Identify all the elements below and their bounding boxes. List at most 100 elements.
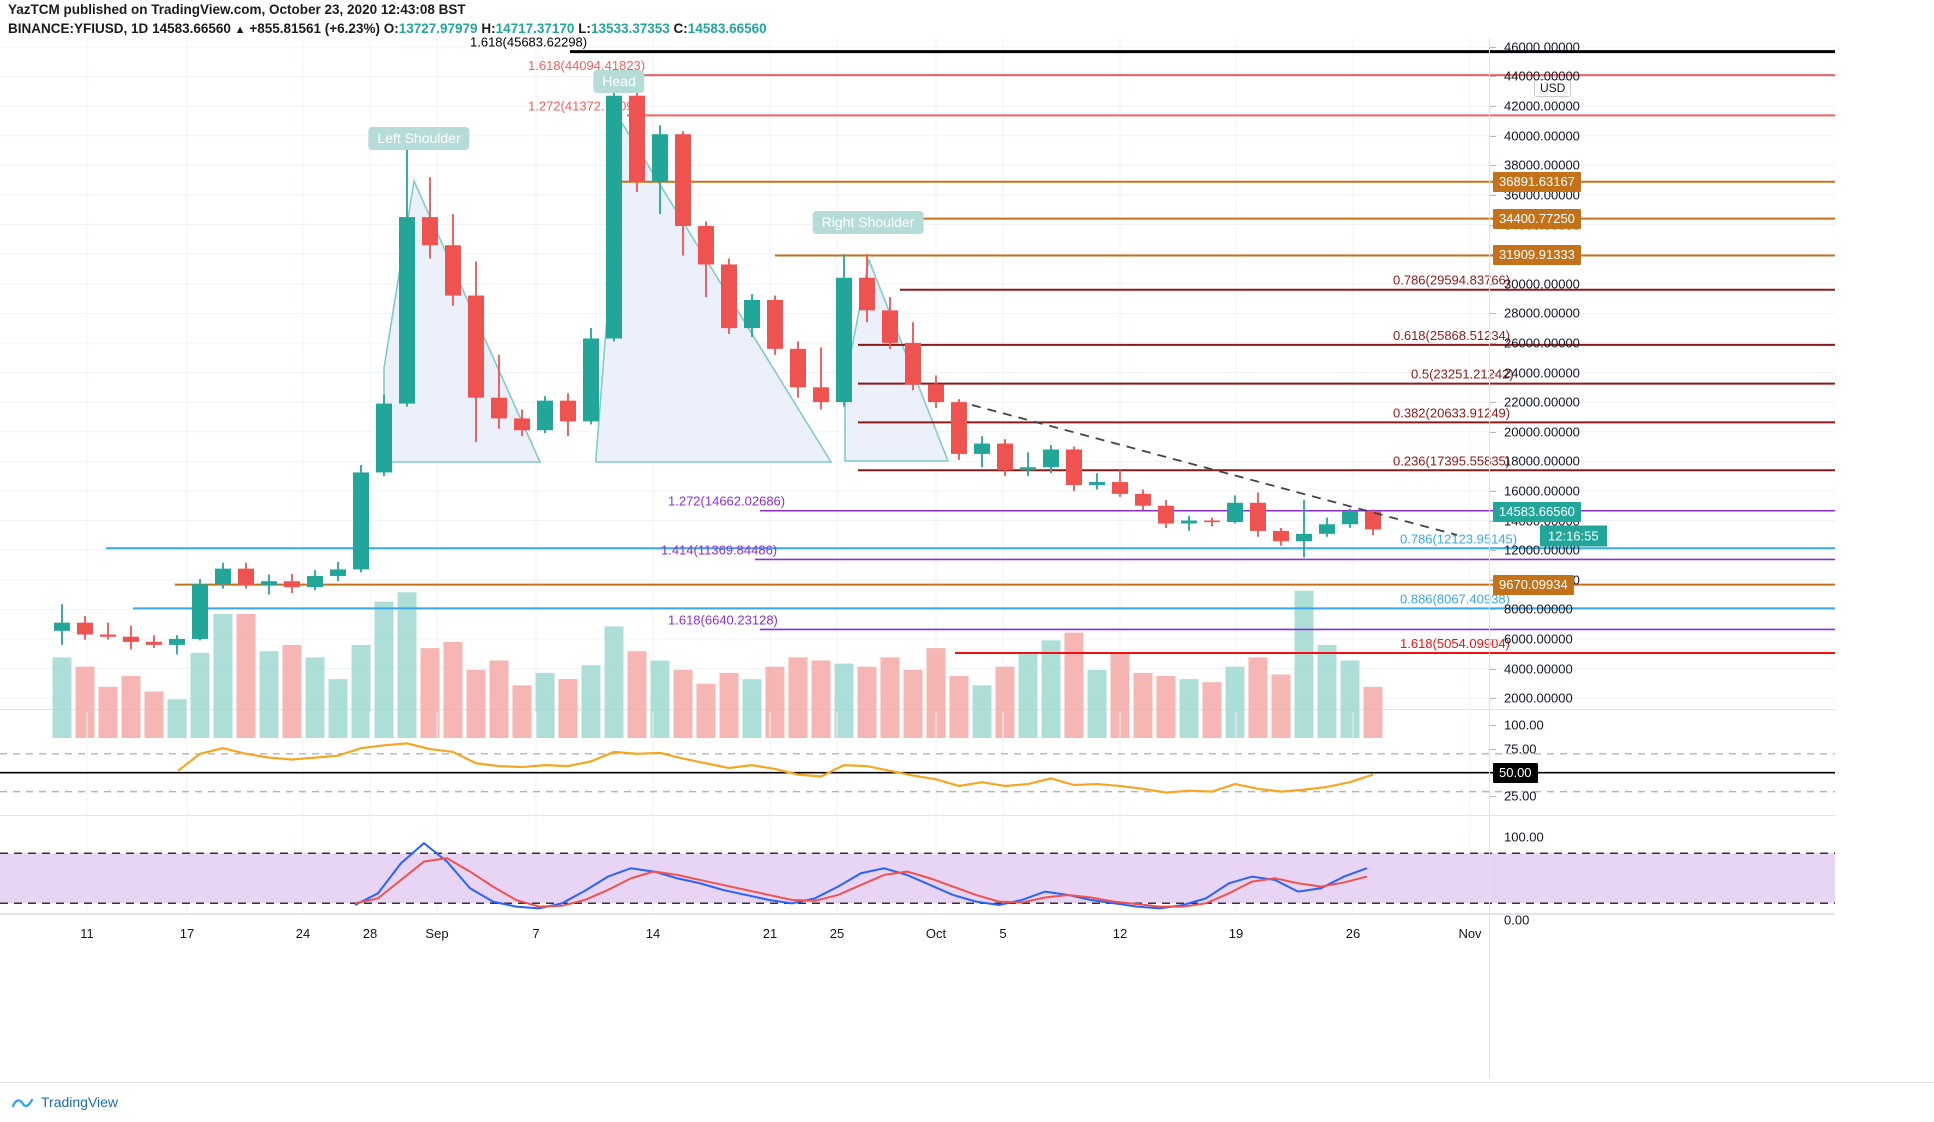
stochastic-tick-label: 0.00 [1504,912,1530,928]
volume-bar [696,683,716,738]
price-axis[interactable]: USD 46000.00000 44000.00000 42000.00000 400… [1489,38,1934,1078]
price-tick-label: 12000.00000 [1504,542,1580,558]
price-tick-mark [1490,165,1496,167]
time-axis[interactable]: 11 17 24 28 Sep 7 14 21 25 Oct 5 12 19 26 Nov [0,914,1835,954]
candle-body [767,299,783,349]
chart-header: YazTCM published on TradingView.com, Oct… [8,2,767,36]
interval-label[interactable]: 1D [131,21,149,36]
price-tick-label: 6000.00000 [1504,631,1573,647]
volume-bar [834,663,854,738]
candle-body [353,472,369,570]
fib-1414-11369-label: 1.414(11369.84486) [661,542,777,557]
price-highlight-pill[interactable]: 31909.91333 [1493,245,1581,266]
high-label: H: [481,21,496,36]
volume-bar [535,672,555,738]
fib-1618-45683-label: 1.618(45683.62298) [470,35,587,50]
volume-bar [995,666,1015,738]
close-value: 14583.66560 [687,21,767,36]
price-tick-mark [1490,609,1496,611]
candle-body [698,225,714,265]
candle-body [1273,530,1289,542]
candle-body [1204,520,1220,523]
fib-1272-14662-label: 1.272(14662.02686) [668,494,785,509]
candle-body [284,581,300,588]
price-tick-label: 18000.00000 [1504,453,1580,469]
volume-bar [1018,652,1038,738]
time-tick-label: 25 [829,926,845,941]
volume-bar [1041,640,1061,738]
fib-0786-29594-label: 0.786(29594.83766) [1393,273,1510,288]
time-axis-divider [0,914,1835,915]
time-tick-label: Oct [925,926,947,941]
change-absolute: +855.81561 [249,21,322,36]
volume-bar [650,660,670,738]
candle-body [882,310,898,343]
candle-body [192,584,208,639]
downtrend[interactable] [971,404,1458,536]
symbol-label[interactable]: BINANCE:YFIUSD, [8,21,128,36]
volume-bar [1064,632,1084,738]
volume-bar [1363,686,1383,738]
left-shoulder-label[interactable]: Left Shoulder [368,127,470,150]
volume-bar [374,601,394,738]
candle-body [146,641,162,645]
candle-body [790,348,806,388]
tradingview-logo[interactable]: TradingView [11,1094,118,1110]
fib-0618-25868-label: 0.618(25868.51234) [1393,328,1510,343]
rsi-tick-label: 25.00 [1504,788,1537,804]
candle-body [1181,520,1197,524]
time-tick-label: 28 [362,926,378,941]
price-tick-label: 26000.00000 [1504,335,1580,351]
time-tick-label: 12 [1112,926,1128,941]
volume-bar [52,657,72,738]
candle-body [491,397,507,419]
price-tick-label: 30000.00000 [1504,276,1580,292]
time-tick-label: 17 [179,926,195,941]
bar-countdown-pill: 12:16:55 [1540,525,1607,547]
volume-bar [1202,682,1222,738]
rsi-tick-label: 75.00 [1504,741,1537,757]
price-tick-mark [1490,135,1496,137]
price-tick-mark [1490,431,1496,433]
candle-body [560,400,576,422]
volume-bar [420,648,440,738]
volume-bar [857,666,877,738]
volume-bar [305,657,325,738]
stochastic-tick-label: 100.00 [1504,829,1544,845]
volume-bar [880,657,900,738]
currency-badge[interactable]: USD [1534,79,1572,97]
time-tick-label: Nov [1458,926,1482,941]
price-highlight-pill[interactable]: 34400.77250 [1493,208,1581,229]
candle-body [997,443,1013,471]
price-highlight-pill[interactable]: 36891.63167 [1493,171,1581,192]
volume-bar [1248,657,1268,738]
candle-body [813,387,829,403]
price-tick-label: 42000.00000 [1504,98,1580,114]
volume-bar [926,648,946,738]
footer-bar: TradingView [0,1082,1934,1122]
rsi-tick-mark [1490,725,1496,727]
stochastic-band [0,853,1835,904]
price-highlight-pill[interactable]: 14583.66560 [1493,501,1581,522]
volume-bar [788,657,808,738]
candle-body [1365,511,1381,530]
price-tick-label: 2000.00000 [1504,690,1573,706]
volume-bar [1179,679,1199,738]
time-tick-label: 14 [645,926,661,941]
price-tick-label: 44000.00000 [1504,68,1580,84]
head-label[interactable]: Head [593,70,645,93]
price-tick-label: 16000.00000 [1504,483,1580,499]
price-chart-panel[interactable]: 1.618(45683.62298) 1.618(44094.41823) 1.27… [0,35,1835,738]
volume-bar [1087,669,1107,738]
right-shoulder-label[interactable]: Right Shoulder [812,211,924,234]
rsi-tick-mark [1490,749,1496,751]
volume-bar [604,626,624,738]
stochastic-panel[interactable] [0,818,1835,914]
candle-body [445,245,461,296]
time-tick-label: 11 [80,926,94,941]
price-highlight-pill[interactable]: 9670.09934 [1493,574,1574,595]
candle-body [905,342,921,385]
volume-bar [581,665,601,738]
volume-bar [75,666,95,738]
stochastic-k-line [354,841,1368,910]
